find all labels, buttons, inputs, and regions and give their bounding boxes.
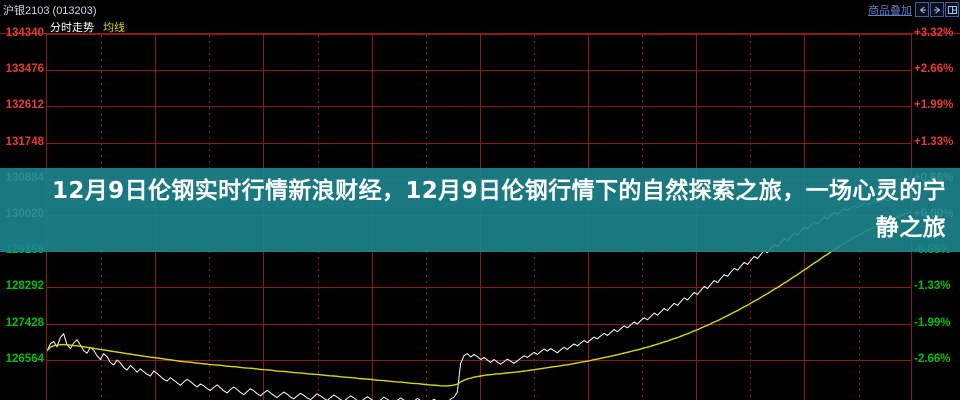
y-axis-left-tick: 133476 (5, 63, 44, 76)
prev-arrow-icon[interactable] (915, 2, 929, 17)
y-axis-right-tick: +2.66% (914, 63, 954, 76)
chart-legend: 分时走势 均线 (50, 19, 125, 35)
y-axis-left-tick: 132612 (5, 99, 44, 112)
price-line (47, 195, 911, 400)
y-axis-right-tick: -1.99% (914, 316, 951, 329)
y-axis-right-tick: +1.99% (914, 99, 954, 112)
article-title-overlay: 12月9日伦钢实时行情新浪财经，12月9日伦钢行情下的自然探索之旅，一场心灵的宁… (0, 168, 960, 252)
y-axis-right-tick: -2.66% (914, 352, 951, 365)
title-bar: 沪银2103 (013203) 商品叠加 (0, 0, 960, 18)
y-axis-left-tick: 127428 (5, 316, 44, 329)
ma-line (47, 211, 911, 387)
legend-ma-label: 均线 (103, 22, 125, 34)
y-axis-left-tick: 131748 (5, 135, 44, 148)
next-arrow-icon[interactable] (930, 2, 944, 17)
y-axis-left-tick: 126564 (5, 352, 44, 365)
y-axis-right-tick: -1.33% (914, 280, 951, 293)
y-axis-left-tick: 128292 (5, 280, 44, 293)
commodity-overlay-link[interactable]: 商品叠加 (868, 5, 912, 17)
article-title-text: 12月9日伦钢实时行情新浪财经，12月9日伦钢行情下的自然探索之旅，一场心灵的宁… (51, 178, 946, 241)
window-buttons (915, 2, 959, 17)
header-divider (0, 33, 960, 34)
layout-icon[interactable] (945, 2, 959, 17)
legend-price-label: 分时走势 (50, 22, 94, 34)
y-axis-right-tick: +1.33% (914, 135, 954, 148)
symbol-label: 沪银2103 (013203) (3, 5, 97, 17)
